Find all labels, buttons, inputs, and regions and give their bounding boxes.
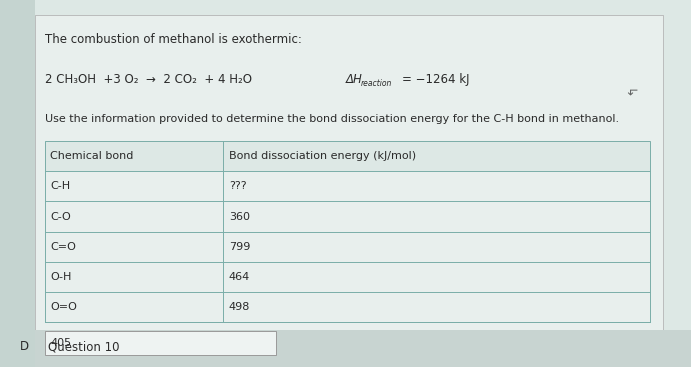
Text: C=O: C=O [50,241,76,252]
Bar [35,15,663,330]
Bar [45,331,276,355]
Text: reaction: reaction [361,79,392,88]
Text: ???: ??? [229,181,247,192]
Text: ΔH: ΔH [346,73,362,86]
Text: Bond dissociation energy (kJ/mol): Bond dissociation energy (kJ/mol) [229,151,416,161]
Bar [45,201,650,232]
Text: C-H: C-H [50,181,70,192]
Bar [45,141,650,171]
Text: 799: 799 [229,241,250,252]
Text: 2 CH₃OH  +3 O₂  →  2 CO₂  + 4 H₂O: 2 CH₃OH +3 O₂ → 2 CO₂ + 4 H₂O [45,73,252,86]
Text: Use the information provided to determine the bond dissociation energy for the C: Use the information provided to determin… [45,114,619,124]
Text: D: D [19,340,29,353]
Text: C-O: C-O [50,211,71,222]
Text: 360: 360 [229,211,250,222]
Text: The combustion of methanol is exothermic:: The combustion of methanol is exothermic… [45,33,302,46]
Text: O=O: O=O [50,302,77,312]
Bar [45,232,650,262]
Text: = −1264 kJ: = −1264 kJ [402,73,470,86]
Text: Question 10: Question 10 [48,340,120,353]
Bar [45,292,650,322]
Text: 464: 464 [229,272,250,282]
Text: Chemical bond: Chemical bond [50,151,134,161]
Text: 405: 405 [50,338,72,348]
Bar [45,262,650,292]
Bar [45,171,650,201]
Text: O-H: O-H [50,272,72,282]
Text: ↳: ↳ [622,88,635,99]
Text: 498: 498 [229,302,250,312]
Bar [0,0,35,367]
Bar [45,141,650,322]
Bar [0,330,691,367]
